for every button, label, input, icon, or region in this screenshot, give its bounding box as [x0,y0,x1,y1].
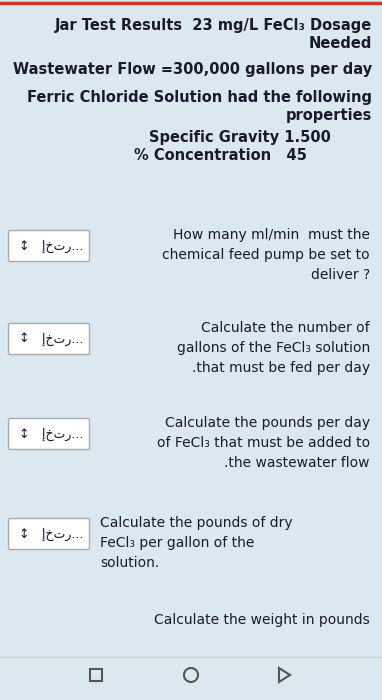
FancyBboxPatch shape [8,419,89,449]
Text: ↕: ↕ [18,428,29,440]
FancyBboxPatch shape [8,519,89,550]
Text: Calculate the weight in pounds: Calculate the weight in pounds [154,613,370,627]
FancyBboxPatch shape [8,323,89,354]
FancyBboxPatch shape [8,230,89,262]
Text: ↕: ↕ [18,332,29,346]
Text: ‫إختر...‬: ‫إختر...‬ [42,332,83,346]
Text: Calculate the pounds of dry
FeCl₃ per gallon of the
solution.: Calculate the pounds of dry FeCl₃ per ga… [100,516,293,570]
Text: ↕: ↕ [18,239,29,253]
Text: Jar Test Results  23 mg/L FeCl₃ Dosage: Jar Test Results 23 mg/L FeCl₃ Dosage [55,18,372,33]
Text: Wastewater Flow =300,000 gallons per day: Wastewater Flow =300,000 gallons per day [13,62,372,77]
Text: ‫إختر...‬: ‫إختر...‬ [42,427,83,441]
Text: properties: properties [286,108,372,123]
Text: ‫إختر...‬: ‫إختر...‬ [42,527,83,540]
Text: Needed: Needed [309,36,372,51]
Text: How many ml/min  must the
chemical feed pump be set to
deliver ?: How many ml/min must the chemical feed p… [162,228,370,282]
Text: Specific Gravity 1.500: Specific Gravity 1.500 [149,130,331,145]
Text: ‫إختر...‬: ‫إختر...‬ [42,239,83,253]
Text: % Concentration   45: % Concentration 45 [134,148,306,163]
Text: Calculate the pounds per day
of FeCl₃ that must be added to
.the wastewater flow: Calculate the pounds per day of FeCl₃ th… [157,416,370,470]
Text: ↕: ↕ [18,528,29,540]
Text: Ferric Chloride Solution had the following: Ferric Chloride Solution had the followi… [27,90,372,105]
Bar [90,669,102,681]
Text: Calculate the number of
gallons of the FeCl₃ solution
.that must be fed per day: Calculate the number of gallons of the F… [177,321,370,375]
